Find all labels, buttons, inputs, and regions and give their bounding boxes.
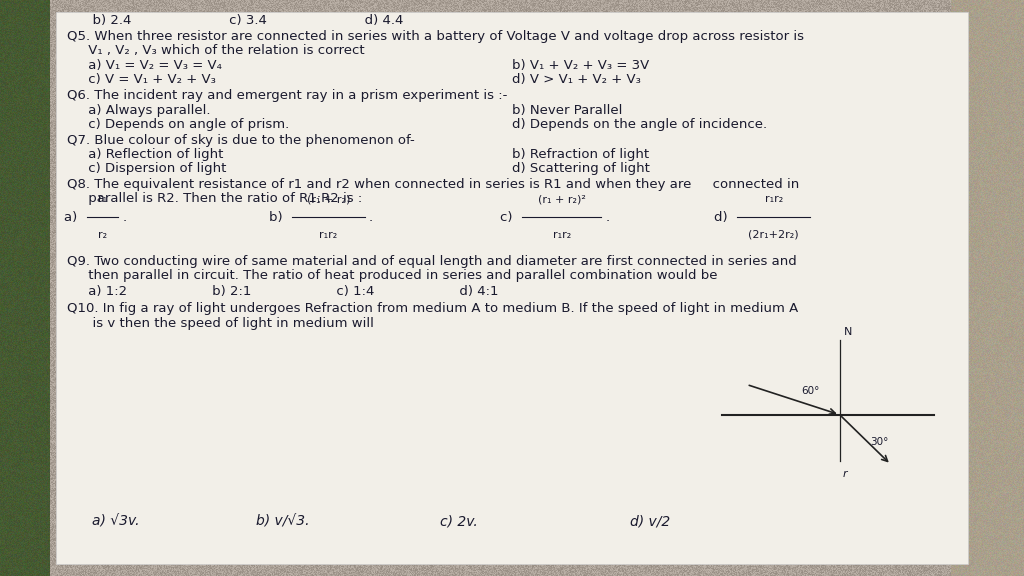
Text: b) 2.4                       c) 3.4                       d) 4.4: b) 2.4 c) 3.4 d) 4.4 bbox=[67, 14, 402, 28]
Text: Q10. In fig a ray of light undergoes Refraction from medium A to medium B. If th: Q10. In fig a ray of light undergoes Ref… bbox=[67, 302, 798, 316]
Text: is v then the speed of light in medium will: is v then the speed of light in medium w… bbox=[67, 317, 374, 330]
Text: c) Dispersion of light: c) Dispersion of light bbox=[67, 162, 226, 176]
Text: c): c) bbox=[501, 211, 517, 223]
Text: Q5. When three resistor are connected in series with a battery of Voltage V and : Q5. When three resistor are connected in… bbox=[67, 30, 804, 43]
Text: r: r bbox=[843, 469, 847, 479]
Text: .: . bbox=[605, 211, 609, 223]
Text: parallel is R2. Then the ratio of R1:R2 is :: parallel is R2. Then the ratio of R1:R2 … bbox=[67, 192, 361, 206]
Text: a) Reflection of light: a) Reflection of light bbox=[67, 148, 223, 161]
Text: d) Depends on the angle of incidence.: d) Depends on the angle of incidence. bbox=[512, 118, 767, 131]
Text: (r₁ + r₂): (r₁ + r₂) bbox=[306, 195, 350, 204]
Text: b) V₁ + V₂ + V₃ = 3V: b) V₁ + V₂ + V₃ = 3V bbox=[512, 59, 649, 72]
Text: a): a) bbox=[65, 211, 82, 223]
Text: Q6. The incident ray and emergent ray in a prism experiment is :-: Q6. The incident ray and emergent ray in… bbox=[67, 89, 507, 103]
Text: Q8. The equivalent resistance of r1 and r2 when connected in series is R1 and wh: Q8. The equivalent resistance of r1 and … bbox=[67, 178, 799, 191]
Text: r₁: r₁ bbox=[98, 195, 108, 204]
Text: b) Refraction of light: b) Refraction of light bbox=[512, 148, 649, 161]
Text: r₁r₂: r₁r₂ bbox=[319, 230, 338, 240]
Text: N: N bbox=[844, 327, 852, 337]
Text: (r₁ + r₂)²: (r₁ + r₂)² bbox=[538, 195, 586, 204]
Text: Q7. Blue colour of sky is due to the phenomenon of-: Q7. Blue colour of sky is due to the phe… bbox=[67, 134, 415, 147]
Text: .: . bbox=[369, 211, 373, 223]
Text: c) Depends on angle of prism.: c) Depends on angle of prism. bbox=[67, 118, 289, 131]
Text: a) 1:2                    b) 2:1                    c) 1:4                    d): a) 1:2 b) 2:1 c) 1:4 d) bbox=[67, 285, 498, 298]
Text: d) Scattering of light: d) Scattering of light bbox=[512, 162, 650, 176]
Text: c) V = V₁ + V₂ + V₃: c) V = V₁ + V₂ + V₃ bbox=[67, 73, 215, 86]
Text: r₁r₂: r₁r₂ bbox=[553, 230, 570, 240]
Text: r₁r₂: r₁r₂ bbox=[765, 195, 783, 204]
Text: c) 2v.: c) 2v. bbox=[440, 514, 478, 528]
Text: V₁ , V₂ , V₃ which of the relation is correct: V₁ , V₂ , V₃ which of the relation is co… bbox=[67, 44, 365, 58]
Text: d): d) bbox=[715, 211, 732, 223]
Text: a) √3v.: a) √3v. bbox=[92, 514, 139, 528]
Text: 30°: 30° bbox=[870, 437, 889, 446]
Text: then parallel in circuit. The ratio of heat produced in series and parallel comb: then parallel in circuit. The ratio of h… bbox=[67, 269, 717, 282]
Text: d) V > V₁ + V₂ + V₃: d) V > V₁ + V₂ + V₃ bbox=[512, 73, 641, 86]
Text: Q9. Two conducting wire of same material and of equal length and diameter are fi: Q9. Two conducting wire of same material… bbox=[67, 255, 797, 268]
Text: r₂: r₂ bbox=[98, 230, 108, 240]
Text: .: . bbox=[123, 211, 127, 223]
FancyBboxPatch shape bbox=[56, 12, 968, 564]
Text: a) Always parallel.: a) Always parallel. bbox=[67, 104, 210, 117]
Text: b) v/√3.: b) v/√3. bbox=[256, 514, 309, 528]
Text: b): b) bbox=[269, 211, 287, 223]
Text: b) Never Parallel: b) Never Parallel bbox=[512, 104, 623, 117]
Text: 60°: 60° bbox=[801, 385, 819, 396]
Text: (2r₁+2r₂): (2r₁+2r₂) bbox=[749, 230, 799, 240]
Text: d) v/2: d) v/2 bbox=[630, 514, 670, 528]
Text: a) V₁ = V₂ = V₃ = V₄: a) V₁ = V₂ = V₃ = V₄ bbox=[67, 59, 221, 72]
